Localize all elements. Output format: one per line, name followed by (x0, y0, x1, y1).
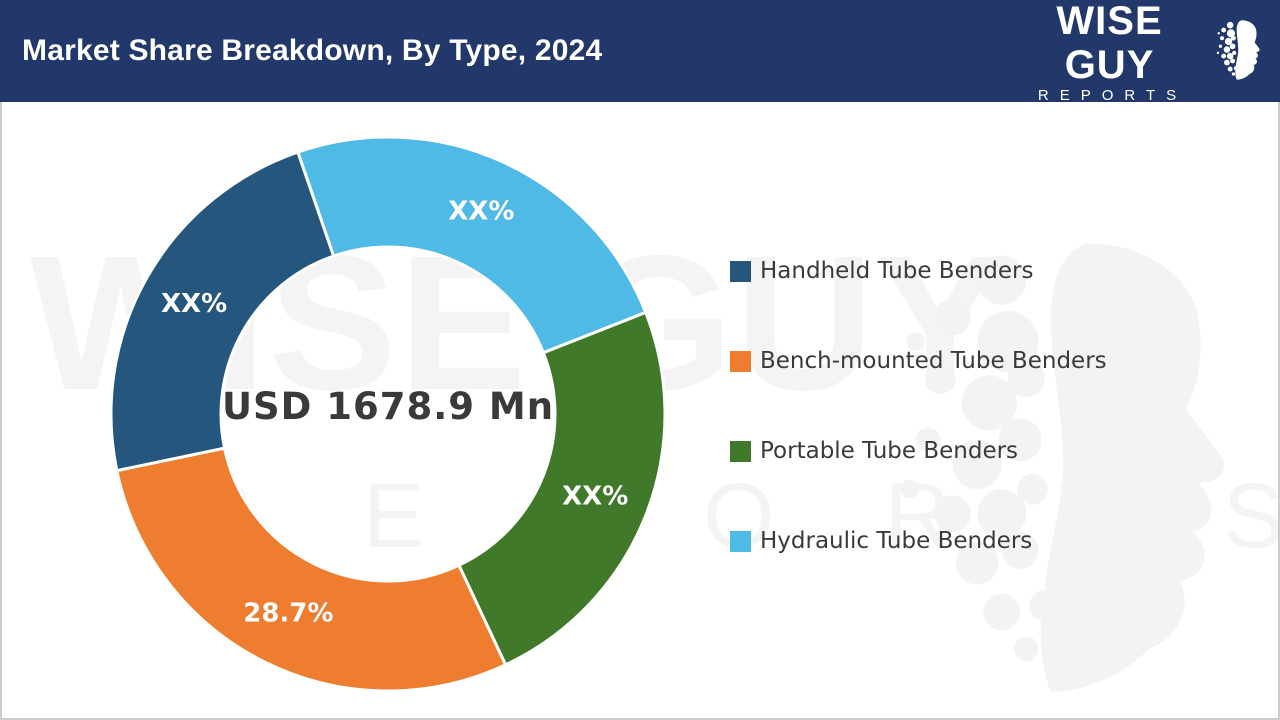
pie-segment-value-hydraulic-tube-benders: XX% (448, 196, 514, 226)
pie-segment-portable-tube-benders (456, 310, 667, 667)
donut-chart: XX% XX% 28.7% XX% (109, 135, 667, 693)
pie-segment-value-portable-tube-benders: XX% (562, 481, 628, 511)
pie-segment-value-handheld-tube-benders: XX% (161, 289, 227, 319)
pie-segment-handheld-tube-benders (109, 150, 336, 473)
donut-center-value: USD 1678.9 Mn (221, 385, 555, 428)
legend-swatch-hydraulic (730, 530, 751, 552)
legend-swatch-bench-mounted (730, 350, 751, 372)
legend-item-bench-mounted: Bench-mounted Tube Benders (730, 346, 1107, 376)
legend-label: Hydraulic Tube Benders (760, 528, 1033, 554)
wise-guy-logo: WISE GUY REPORTS (1014, 0, 1266, 104)
legend-item-handheld: Handheld Tube Benders (730, 256, 1107, 286)
legend-label: Handheld Tube Benders (760, 258, 1034, 284)
logo-subtitle: REPORTS (1037, 87, 1188, 104)
pie-segment-hydraulic-tube-benders (295, 135, 648, 355)
legend-label: Bench-mounted Tube Benders (760, 348, 1107, 374)
legend-swatch-portable (730, 440, 751, 462)
legend-label: Portable Tube Benders (760, 438, 1019, 464)
pie-segment-bench-mounted-tube-benders (115, 446, 508, 693)
logo-wordmark: WISE GUY (1056, 0, 1163, 87)
legend-swatch-handheld (730, 260, 751, 282)
pie-segment-value-bench-mounted-tube-benders: 28.7% (243, 599, 333, 629)
page-title: Market Share Breakdown, By Type, 2024 (22, 34, 603, 67)
logo-text: WISE GUY REPORTS (1014, 0, 1205, 105)
header-bar: Market Share Breakdown, By Type, 2024 WI… (0, 0, 1280, 104)
legend-item-hydraulic: Hydraulic Tube Benders (730, 526, 1107, 556)
chart-area: WISE GUY R E P O R T S XX% XX% 28.7% XX% US… (0, 102, 1280, 720)
chart-legend: Handheld Tube Benders Bench-mounted Tube… (730, 256, 1107, 616)
legend-item-portable: Portable Tube Benders (730, 436, 1107, 466)
logo-face-icon (1216, 20, 1260, 80)
